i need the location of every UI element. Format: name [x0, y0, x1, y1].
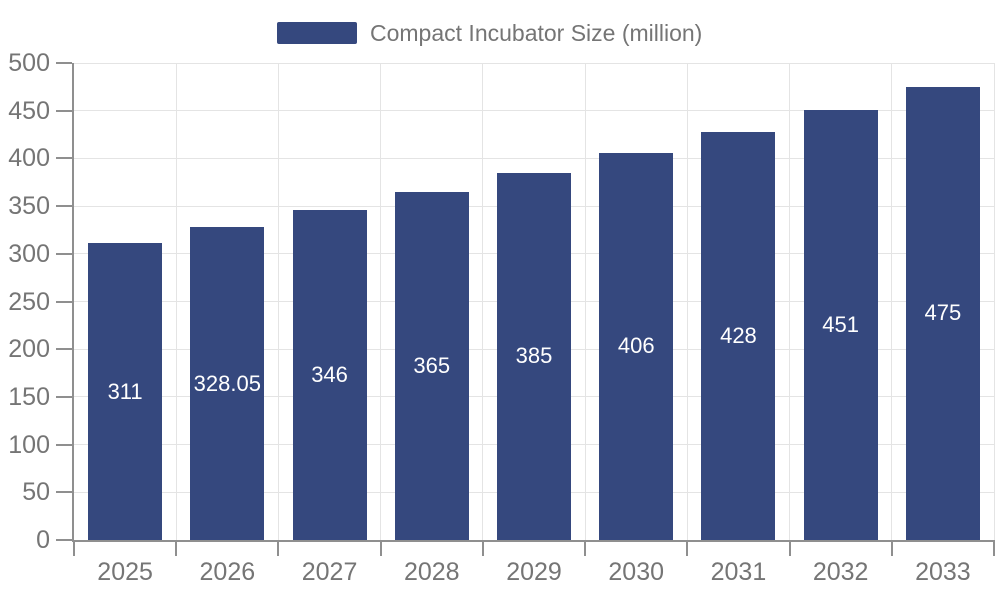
h-gridline	[74, 62, 994, 64]
y-axis-tick	[56, 348, 72, 351]
v-gridline	[993, 63, 995, 540]
y-axis-line	[72, 63, 74, 540]
v-gridline	[891, 63, 893, 540]
y-axis-tick	[56, 157, 72, 160]
x-axis-tick	[584, 540, 587, 556]
x-axis-tick-label: 2031	[710, 558, 767, 586]
bar-value-label: 451	[822, 311, 860, 337]
x-axis-tick	[175, 540, 178, 556]
x-axis-tick-label: 2027	[301, 558, 358, 586]
x-axis-tick	[277, 540, 280, 556]
y-axis-tick	[56, 539, 72, 541]
x-axis-tick-label: 2030	[608, 558, 665, 586]
bar	[599, 152, 674, 540]
bar-value-label: 428	[720, 322, 757, 348]
v-gridline	[482, 63, 484, 540]
x-axis-tick-label: 2026	[199, 558, 256, 586]
v-gridline	[789, 63, 791, 540]
x-axis-tick	[379, 540, 382, 556]
y-axis-tick-label: 100	[8, 430, 50, 459]
bar	[292, 209, 367, 540]
x-axis-tick-label: 2033	[915, 558, 971, 586]
bar	[88, 243, 163, 540]
x-axis-tick	[993, 540, 995, 556]
y-axis-tick	[56, 491, 72, 494]
bar	[701, 131, 776, 540]
y-axis-tick-label: 500	[8, 49, 50, 77]
y-axis-tick	[56, 443, 72, 446]
bar	[803, 109, 878, 540]
v-gridline	[584, 63, 586, 540]
y-axis-tick-label: 350	[8, 192, 50, 221]
bar-value-label: 328.05	[193, 370, 261, 396]
plot-area: 311 328.05 346 365 385 406 428 451 475	[74, 62, 995, 540]
bar	[905, 86, 980, 540]
y-axis-tick-label: 0	[36, 526, 50, 554]
y-axis-tick	[56, 300, 72, 303]
x-axis-tick	[73, 540, 75, 556]
bar	[394, 191, 469, 540]
y-axis-tick-label: 50	[22, 478, 50, 507]
bar-value-label: 475	[924, 300, 962, 326]
x-axis-tick-label: 2025	[97, 558, 153, 586]
y-axis-tick	[56, 395, 72, 398]
x-axis-tick-label: 2032	[812, 558, 869, 586]
x-axis-tick-label: 2028	[403, 558, 460, 586]
bar-value-label: 346	[311, 361, 348, 387]
x-axis-tick	[686, 540, 689, 556]
bar-value-label: 311	[107, 378, 143, 404]
y-axis-tick-label: 150	[8, 382, 50, 411]
v-gridline	[175, 63, 177, 540]
v-gridline	[380, 63, 382, 540]
y-axis-tick-label: 200	[8, 335, 50, 364]
legend-label: Compact Incubator Size (million)	[370, 20, 703, 46]
y-axis-tick-label: 450	[8, 96, 50, 125]
h-gridline	[74, 157, 994, 159]
y-axis-tick-label: 250	[8, 287, 50, 316]
bar-value-label: 385	[515, 343, 553, 369]
v-gridline	[277, 63, 279, 540]
y-axis-tick	[56, 205, 72, 208]
legend[interactable]: Compact Incubator Size (million)	[277, 20, 702, 46]
y-axis-tick-label: 400	[8, 144, 50, 173]
x-axis-line	[72, 540, 994, 542]
bar	[190, 227, 265, 540]
bar	[497, 172, 571, 540]
legend-swatch	[277, 22, 357, 44]
y-axis-tick	[56, 252, 72, 255]
x-axis-tick	[481, 540, 484, 556]
y-axis-tick	[56, 109, 72, 112]
x-axis-tick	[890, 540, 893, 556]
h-gridline	[74, 110, 994, 112]
v-gridline	[686, 63, 688, 540]
x-axis-tick-label: 2029	[506, 558, 562, 586]
y-axis-tick	[56, 62, 72, 64]
x-axis-tick	[788, 540, 791, 556]
bar-value-label: 365	[413, 352, 451, 378]
y-axis-tick-label: 300	[8, 239, 50, 268]
bar-value-label: 406	[617, 333, 655, 359]
